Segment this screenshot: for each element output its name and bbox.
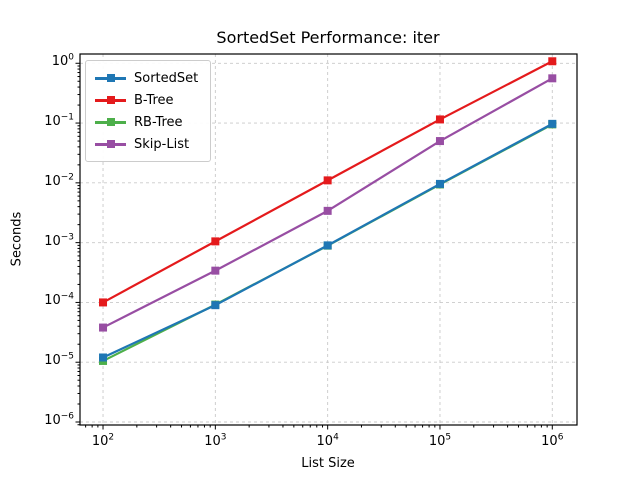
x-tick-label: 106 — [541, 432, 564, 449]
y-tick-label: 10−4 — [44, 292, 74, 309]
x-tick-label: 102 — [91, 432, 115, 449]
y-tick-label: 10−2 — [44, 172, 74, 189]
y-tick-label: 10−5 — [44, 351, 74, 369]
data-point-marker — [548, 74, 557, 83]
x-tick-label: 105 — [428, 432, 452, 449]
legend-line-marker-icon — [95, 73, 126, 83]
data-point-marker — [548, 119, 557, 128]
data-point-marker — [99, 323, 108, 332]
x-tick-label: 103 — [204, 432, 227, 449]
legend-item-rb-tree: RB-Tree — [95, 111, 198, 133]
legend-line-marker-icon — [95, 95, 126, 105]
data-point-marker — [435, 137, 444, 146]
data-point-marker — [323, 206, 332, 215]
data-point-marker — [211, 266, 220, 275]
y-tick-label: 10−1 — [44, 112, 74, 130]
legend: SortedSet B-Tree RB-Tree Skip-List — [85, 60, 212, 162]
series-skip-list — [99, 74, 557, 332]
data-point-marker — [435, 179, 444, 188]
data-point-marker — [323, 241, 332, 250]
legend-label: Skip-List — [134, 136, 190, 152]
data-point-marker — [99, 298, 108, 307]
series-sortedset — [99, 119, 557, 362]
data-point-marker — [211, 301, 220, 310]
data-point-marker — [548, 57, 557, 66]
y-axis-label: Seconds — [9, 211, 25, 267]
plot-border — [79, 53, 578, 426]
chart-title: SortedSet Performance: iter — [216, 28, 440, 47]
data-point-marker — [435, 115, 444, 124]
y-tick-label: 100 — [51, 52, 74, 70]
legend-line-marker-icon — [95, 139, 126, 149]
y-tick-label: 10−3 — [44, 232, 74, 249]
data-point-marker — [99, 353, 108, 362]
legend-label: RB-Tree — [134, 114, 183, 130]
legend-label: SortedSet — [134, 70, 199, 86]
x-axis-label: List Size — [301, 456, 355, 471]
legend-item-sortedset: SortedSet — [95, 67, 198, 89]
y-tick-label: 10−6 — [44, 411, 74, 428]
x-tick-label: 104 — [316, 432, 339, 449]
series-b-tree — [99, 57, 557, 307]
data-point-marker — [211, 237, 220, 246]
data-point-marker — [323, 176, 332, 185]
legend-line-marker-icon — [95, 117, 126, 127]
legend-item-skip-list: Skip-List — [95, 133, 198, 155]
legend-label: B-Tree — [134, 92, 174, 108]
legend-item-b-tree: B-Tree — [95, 89, 198, 111]
